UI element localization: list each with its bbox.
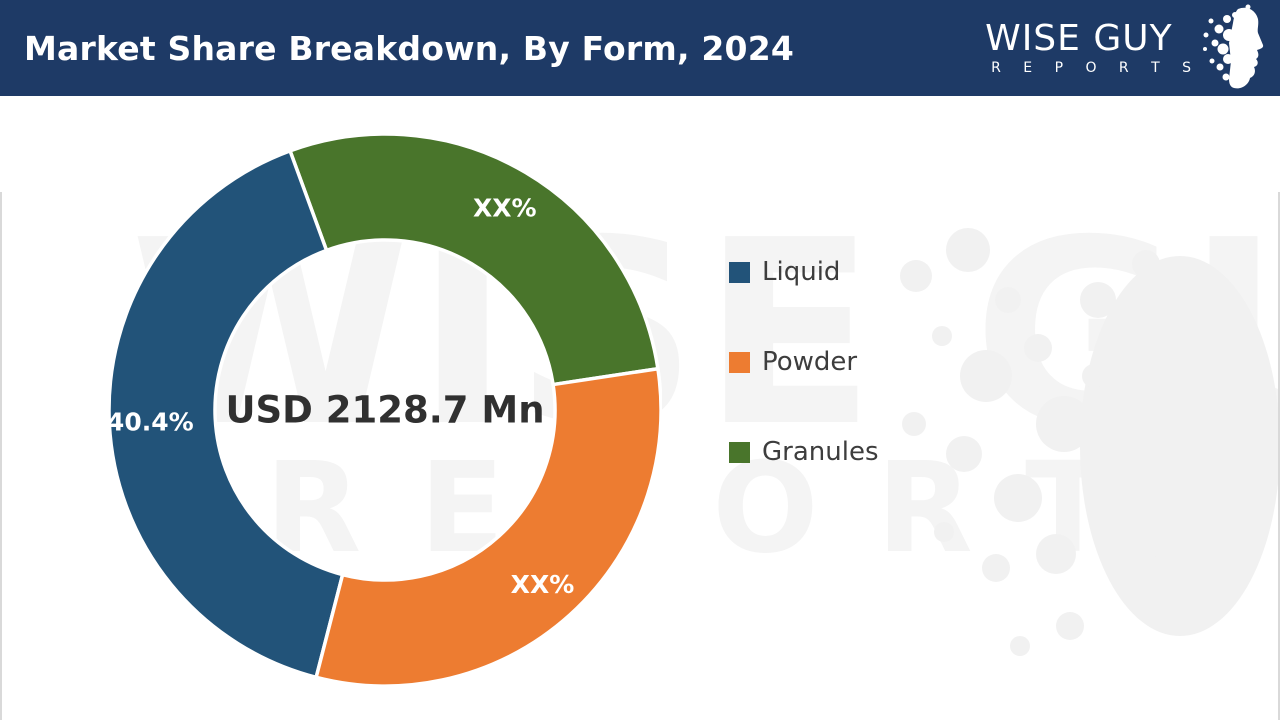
legend-item-granules: Granules [729, 437, 879, 467]
watermark-face-dots-icon [900, 228, 1280, 656]
legend-label-liquid: Liquid [762, 257, 841, 287]
pie-slice-liquid [107, 149, 345, 680]
chart-legend: Liquid Powder Granules [729, 257, 879, 530]
legend-item-powder: Powder [729, 347, 879, 377]
donut-chart: XX% 40.4% XX% USD 2128.7 Mn [107, 132, 663, 688]
legend-swatch-granules [729, 441, 750, 463]
pie-slice-powder [314, 366, 663, 688]
logo-face-icon [1203, 4, 1264, 89]
legend-label-granules: Granules [762, 437, 879, 467]
chart-center-value: USD 2128.7 Mn [225, 388, 545, 432]
legend-label-powder: Powder [762, 347, 858, 377]
header-bar: Market Share Breakdown, By Form, 2024 WI… [0, 0, 1280, 96]
slice-label-liquid: 40.4% [108, 407, 194, 436]
legend-swatch-powder [729, 351, 750, 373]
pie-slice-granules [288, 132, 660, 387]
legend-swatch-liquid [729, 261, 750, 283]
chart-canvas: WISE GUY REPORTS XX [0, 96, 1280, 720]
legend-item-liquid: Liquid [729, 257, 879, 287]
logo-text: WISE GUY R E P O R T S [985, 20, 1200, 76]
logo-name: WISE GUY [985, 18, 1173, 60]
logo-subtitle: R E P O R T S [991, 59, 1200, 76]
slice-label-granules: XX% [473, 194, 537, 223]
wiseguy-logo: WISE GUY R E P O R T S [985, 3, 1280, 93]
page-title: Market Share Breakdown, By Form, 2024 [24, 28, 795, 68]
slice-label-powder: XX% [511, 570, 575, 599]
